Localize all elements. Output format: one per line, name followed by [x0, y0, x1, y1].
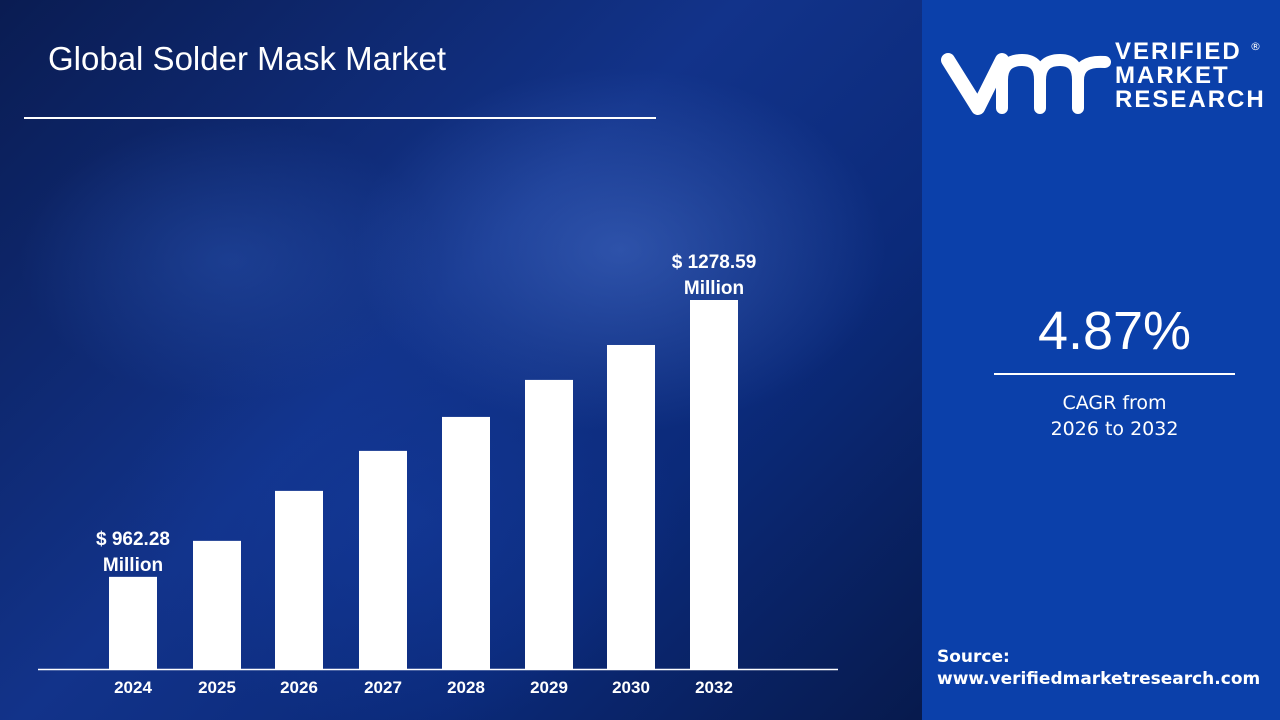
- logo-line-2: MARKET: [1115, 62, 1230, 89]
- bar-2025: [193, 540, 241, 669]
- x-tick-label: 2024: [114, 678, 152, 697]
- bar-2032: [690, 300, 738, 669]
- bar-chart: 2024 2025 2026 2027 2028 2029 2030 2032 $ 962.28…: [0, 0, 922, 720]
- data-label-last-line-2: Million: [684, 278, 744, 299]
- x-tick-label: 2025: [198, 678, 236, 697]
- chart-title: Global Solder Mask Market: [48, 40, 446, 77]
- bar-2027: [359, 450, 407, 669]
- data-label-first-line-1: $ 962.28: [96, 529, 170, 550]
- vmr-logo-text: VERIFIED MARKET RESEARCH: [1115, 40, 1266, 112]
- source-url: www.verifiedmarketresearch.com: [937, 669, 1261, 689]
- bar-2028: [442, 416, 490, 669]
- source: Source: www.verifiedmarketresearch.com: [937, 646, 1260, 690]
- bar-2030: [607, 344, 655, 669]
- data-label-first-line-2: Million: [103, 555, 163, 576]
- x-tick-label: 2028: [447, 678, 485, 697]
- cagr-divider: [994, 373, 1235, 375]
- registered-mark: ®: [1250, 40, 1261, 53]
- cagr-value: 4.87%: [1037, 301, 1192, 361]
- bar-2029: [525, 379, 573, 669]
- logo-line-3: RESEARCH: [1115, 86, 1266, 113]
- x-tick-label: 2030: [612, 678, 650, 697]
- vmr-logo-mark: [941, 53, 1111, 115]
- bar-2024: [109, 576, 157, 669]
- logo-line-1: VERIFIED: [1115, 38, 1242, 65]
- info-panel: [922, 0, 1280, 720]
- x-tick-label: 2032: [695, 678, 733, 697]
- data-label-last-line-1: $ 1278.59: [672, 252, 757, 273]
- cagr-label-line-2: 2026 to 2032: [1050, 418, 1179, 440]
- x-tick-label: 2026: [280, 678, 318, 697]
- cagr-label: CAGR from 2026 to 2032: [994, 390, 1235, 442]
- cagr-label-line-1: CAGR from: [1062, 392, 1167, 414]
- title-divider: [24, 117, 656, 119]
- source-label: Source:: [937, 647, 1010, 667]
- x-tick-label: 2029: [530, 678, 568, 697]
- x-tick-label: 2027: [364, 678, 402, 697]
- bar-2026: [275, 490, 323, 669]
